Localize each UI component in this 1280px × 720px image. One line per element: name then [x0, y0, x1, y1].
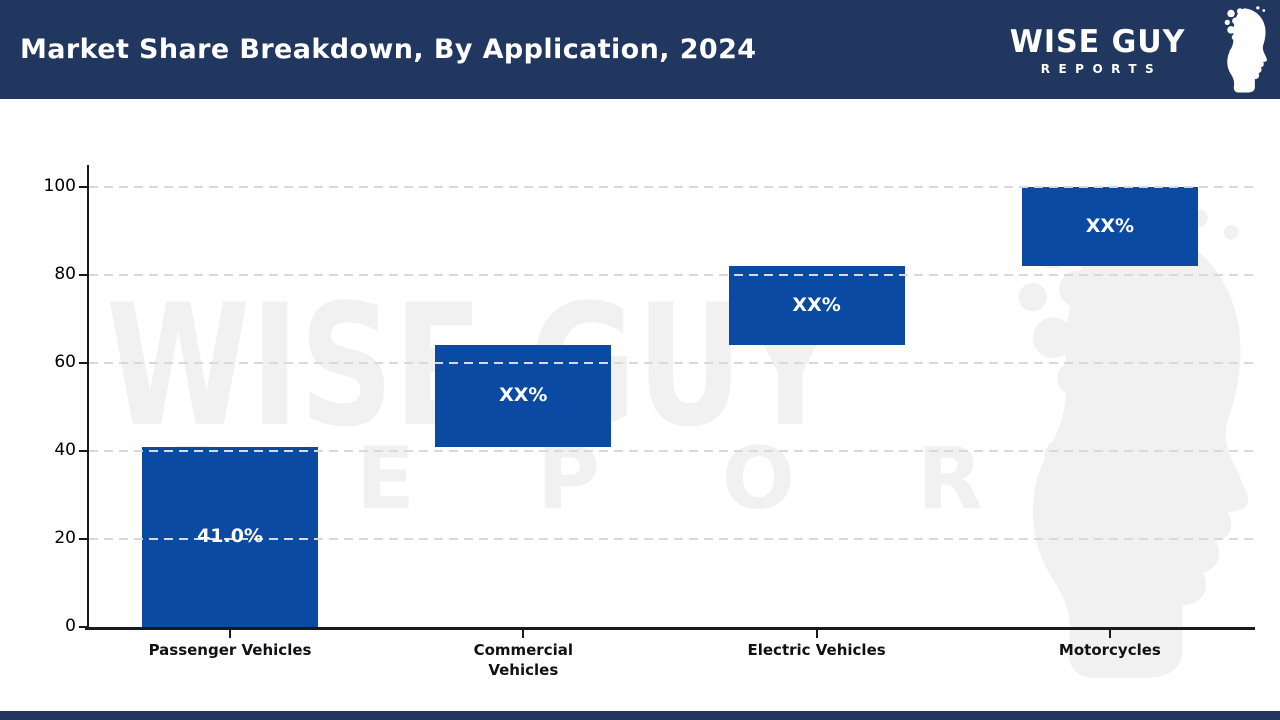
y-tick-label-0: 0: [65, 616, 76, 636]
waterfall-chart: 0 20 40 60 80 100 41.0% Passenger Vehicles XX% Co…: [0, 99, 1280, 712]
x-tick-mark: [522, 630, 525, 638]
y-gridline-100: [89, 186, 1253, 188]
x-tick-label-passenger-vehicles: Passenger Vehicles: [148, 641, 312, 659]
y-tick-mark-60: [79, 362, 87, 364]
y-tick-mark-0: [79, 626, 87, 628]
x-tick-mark: [1108, 630, 1111, 638]
bar-value-label: XX%: [1085, 214, 1135, 237]
x-tick-mark: [229, 630, 231, 638]
y-tick-label-80: 80: [54, 264, 76, 284]
x-tick-label-electric-vehicles: Electric Vehicles: [747, 641, 886, 659]
logo-wordmark-line1: WISE GUY: [1009, 23, 1186, 60]
y-tick-mark-80: [79, 274, 87, 276]
y-gridline-20: [89, 538, 1253, 540]
y-tick-label-40: 40: [54, 440, 76, 460]
bar-value-label: XX%: [792, 293, 841, 316]
y-tick-mark-40: [79, 450, 87, 452]
x-tick-label-motorcycles: Motorcycles: [1058, 641, 1161, 659]
bar-value-label: 41.0%: [197, 524, 263, 547]
y-tick-label-20: 20: [54, 528, 76, 548]
x-axis-spine: [85, 627, 1255, 630]
y-gridline-40: [89, 450, 1253, 452]
logo-wordmark-line2: REPORTS: [1040, 61, 1163, 76]
x-tick-label-commercial-vehicles: Commercial Vehicles: [473, 641, 574, 680]
y-axis-spine: [87, 165, 89, 630]
logo-wordmark: WISE GUY REPORTS: [1007, 24, 1188, 76]
y-gridline-80: [89, 274, 1253, 276]
wise-guy-reports-logo: WISE GUY REPORTS: [1007, 0, 1280, 99]
y-tick-label-100: 100: [43, 176, 76, 196]
bar-electric-vehicles: [728, 266, 905, 346]
y-tick-label-60: 60: [54, 352, 76, 372]
bar-passenger-vehicles: [142, 446, 318, 627]
y-tick-mark-100: [79, 186, 87, 188]
page-title: Market Share Breakdown, By Application, …: [20, 34, 757, 65]
face-profile-dots-icon: [1192, 5, 1270, 94]
bar-value-label: XX%: [499, 384, 548, 406]
y-gridline-60: [89, 362, 1253, 364]
x-tick-mark: [815, 630, 818, 638]
footer-bar: [0, 711, 1280, 720]
header: Market Share Breakdown, By Application, …: [0, 0, 1280, 99]
y-tick-mark-20: [79, 538, 87, 540]
